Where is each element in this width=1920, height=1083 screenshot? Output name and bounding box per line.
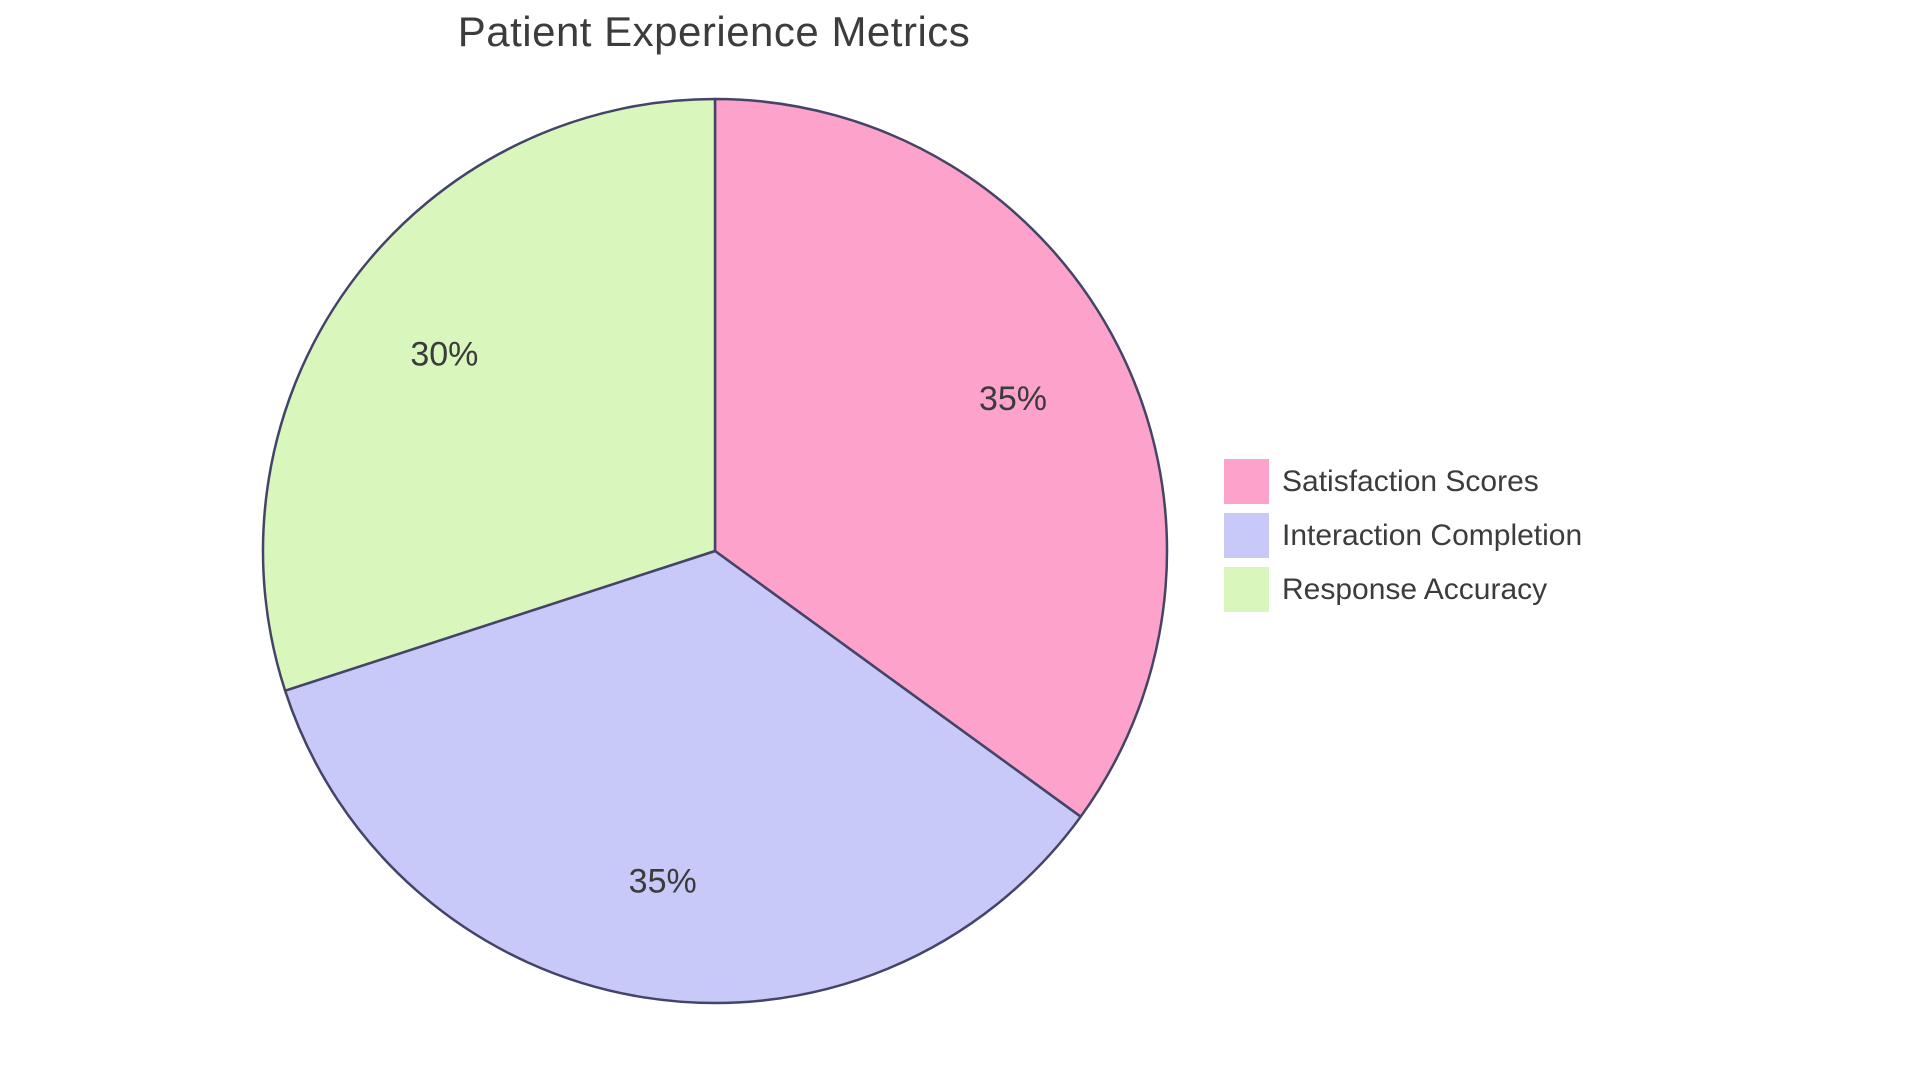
chart-title: Patient Experience Metrics (457, 8, 971, 55)
pie-slices-group (261, 97, 1169, 1005)
slice-percent-label-response-accuracy: 30% (410, 335, 478, 373)
legend-swatch-response-accuracy (1224, 567, 1269, 612)
legend-item-satisfaction-scores: Satisfaction Scores (1224, 459, 1582, 504)
slice-percent-label-satisfaction-scores: 35% (979, 380, 1047, 418)
legend-label-response-accuracy: Response Accuracy (1282, 573, 1548, 606)
pie-slice-interaction-completion (283, 549, 1082, 1005)
legend-swatch-satisfaction-scores (1224, 459, 1269, 504)
legend-item-interaction-completion: Interaction Completion (1224, 513, 1582, 558)
legend-swatch-interaction-completion (1224, 513, 1269, 558)
pie-slice-satisfaction-scores (713, 97, 1169, 818)
pie-slice-response-accuracy (261, 97, 717, 692)
legend: Satisfaction Scores Interaction Completio… (1224, 459, 1582, 612)
legend-item-response-accuracy: Response Accuracy (1224, 567, 1582, 612)
slice-percent-label-interaction-completion: 35% (629, 862, 697, 900)
legend-label-satisfaction-scores: Satisfaction Scores (1282, 465, 1539, 498)
pie-slice-labels-group: 35% 35% 30% (410, 335, 1047, 900)
legend-label-interaction-completion: Interaction Completion (1282, 519, 1583, 552)
